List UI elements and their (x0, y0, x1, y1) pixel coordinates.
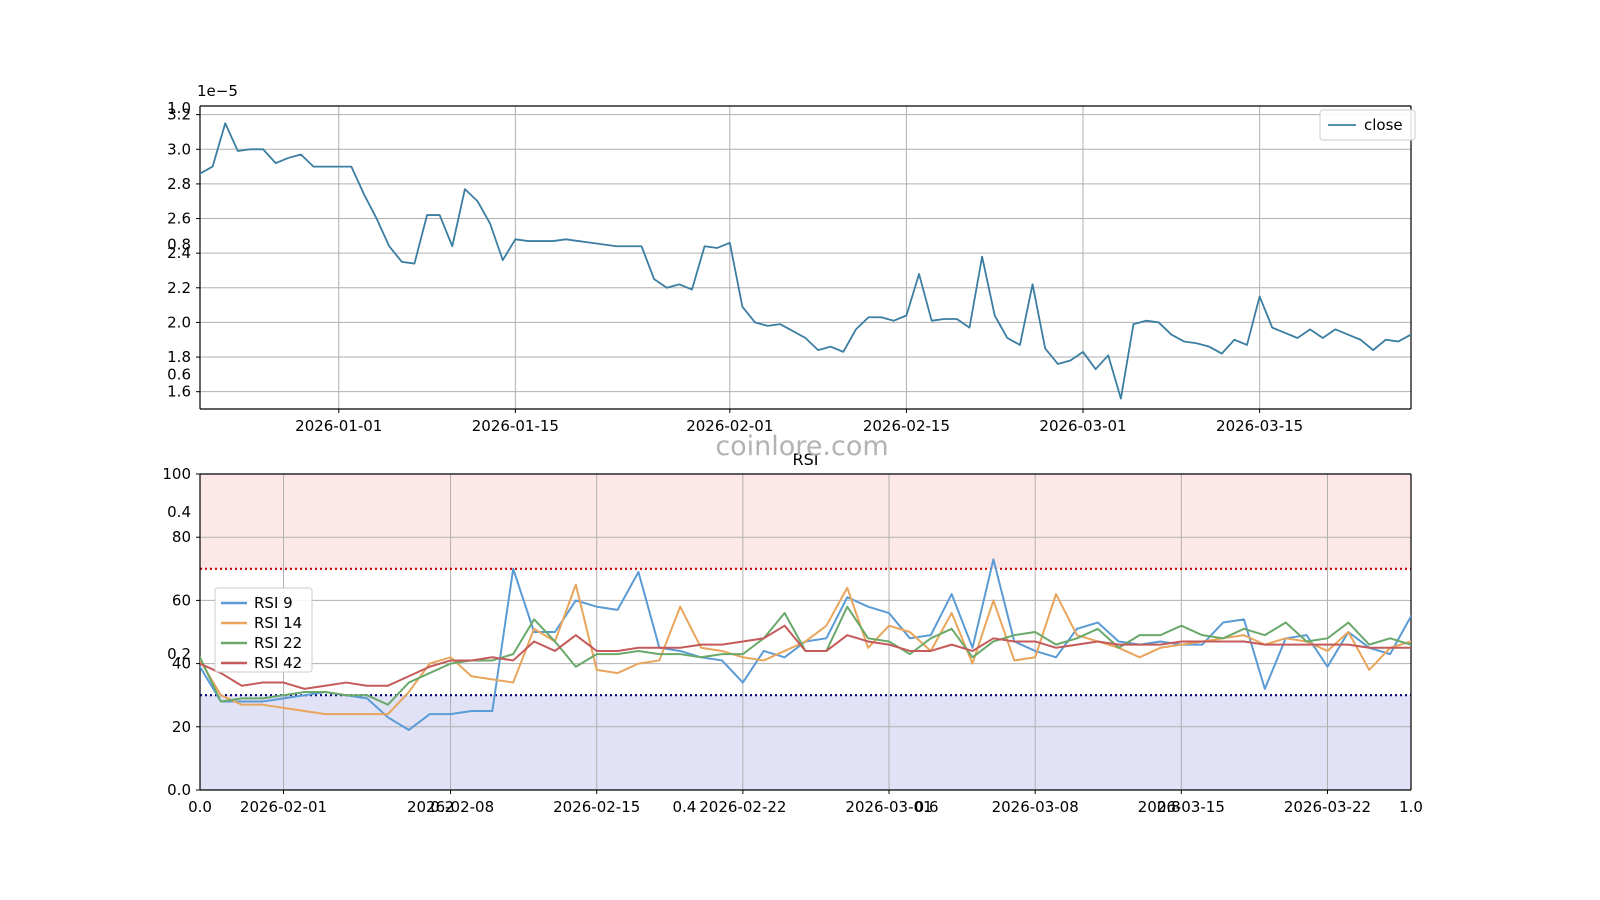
rsi-ytick-secondary-0: 0.4 (167, 503, 191, 521)
price-ytick-1.6: 1.6 (167, 383, 191, 401)
price-xtick-2026-01-15: 2026-01-15 (472, 417, 559, 435)
rsi-ytick-0: 0.0 (167, 781, 191, 799)
price-ytick-1.8: 1.8 (167, 348, 191, 366)
price-legend: close (1319, 109, 1416, 141)
price-xtick-2026-03-15: 2026-03-15 (1216, 417, 1303, 435)
watermark-group: coinlore.com (715, 431, 888, 462)
rsi-line-RSI-42 (200, 624, 1411, 690)
rsi-xtick-2026-03-08: 2026-03-08 (992, 798, 1079, 816)
rsi-xtick-2026-02-15: 2026-02-15 (553, 798, 640, 816)
rsi-xtick-secondary-1.0: 1.0 (1399, 798, 1423, 816)
rsi-xtick-2026-03-15: 2026-03-15 (1138, 798, 1225, 816)
price-ytick-2.4: 2.4 (167, 244, 191, 262)
rsi-xtick-secondary-0.2: 0.2 (430, 798, 454, 816)
price-ytick-2.0: 2.0 (167, 313, 191, 331)
legend-label-close: close (1364, 116, 1403, 134)
rsi-xtick-secondary-0.6: 0.6 (915, 798, 939, 816)
rsi-xtick-2026-02-22: 2026-02-22 (699, 798, 786, 816)
price-ytick-secondary-2: 0.6 (167, 365, 191, 383)
price-ytick-3.2: 3.2 (167, 106, 191, 124)
price-ytick-secondary-0: 1.0 (167, 99, 191, 117)
price-axes-spines (199, 105, 1412, 410)
price-ytick-3.0: 3.0 (167, 140, 191, 158)
rsi-xtick-secondary-0.8: 0.8 (1157, 798, 1181, 816)
rsi-xtick-secondary-0.0: 0.0 (188, 798, 212, 816)
rsi-xtick-secondary-0.4: 0.4 (672, 798, 696, 816)
rsi-ytick-100: 100 (162, 465, 191, 483)
rsi-panel: RSI 100 80 60 40 20 0.0 0.4 0.2 2026-02-01 2026-02… (162, 450, 1423, 816)
legend-label-RSI-9: RSI 9 (254, 594, 293, 612)
watermark-text: coinlore.com (715, 431, 888, 462)
price-ytick-2.8: 2.8 (167, 175, 191, 193)
legend-label-RSI-42: RSI 42 (254, 654, 302, 672)
price-xtick-2026-03-01: 2026-03-01 (1039, 417, 1126, 435)
rsi-xtick-2026-03-22: 2026-03-22 (1284, 798, 1371, 816)
rsi-ytick-80: 80 (172, 528, 191, 546)
rsi-ytick-20: 20 (172, 718, 191, 736)
price-xtick-2026-01-01: 2026-01-01 (295, 417, 382, 435)
price-xtick-2026-02-01: 2026-02-01 (686, 417, 773, 435)
rsi-axes-spines (199, 473, 1412, 791)
price-line-close (200, 122, 1411, 400)
rsi-ytick-60: 60 (172, 591, 191, 609)
rsi-line-RSI-14 (200, 583, 1411, 716)
rsi-xtick-2026-02-08: 2026-02-08 (407, 798, 494, 816)
legend-label-RSI-22: RSI 22 (254, 634, 302, 652)
rsi-ytick-secondary-1: 0.2 (167, 645, 191, 663)
rsi-subplot-title: RSI (793, 450, 819, 469)
rsi-band-overbought (200, 474, 1411, 569)
rsi-band-oversold (200, 695, 1411, 790)
rsi-xtick-2026-03-01: 2026-03-01 (845, 798, 932, 816)
price-ytick-2.6: 2.6 (167, 210, 191, 228)
price-xtick-2026-02-15: 2026-02-15 (863, 417, 950, 435)
price-ytick-2.2: 2.2 (167, 279, 191, 297)
rsi-legend: RSI 9 RSI 14 RSI 22 RSI 42 (214, 587, 313, 673)
rsi-ytick-40: 40 (172, 655, 191, 673)
rsi-xtick-2026-02-01: 2026-02-01 (240, 798, 327, 816)
price-offset-label: 1e−5 (197, 82, 238, 100)
price-panel: 3.2 3.0 2.8 2.6 2.4 2.2 2.0 1.8 1.6 1.0 0.8 0.6 2026… (167, 82, 1416, 435)
price-ytick-secondary-1: 0.8 (167, 236, 191, 254)
legend-label-RSI-14: RSI 14 (254, 614, 302, 632)
